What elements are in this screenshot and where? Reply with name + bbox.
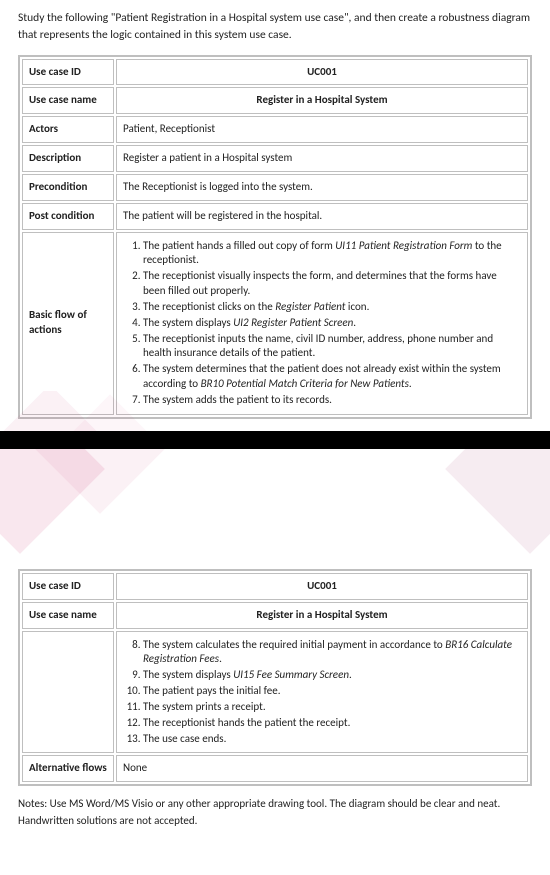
table-row: Alternative flows None bbox=[22, 755, 528, 782]
step-italic-term: UI15 Fee Summary Screen bbox=[233, 668, 349, 681]
table-row: Use case name Register in a Hospital Sys… bbox=[22, 602, 528, 629]
step-item: The receptionist hands the patient the r… bbox=[143, 716, 521, 731]
table-row: Use case ID UC001 bbox=[22, 59, 528, 86]
step-item: The receptionist visually inspects the f… bbox=[143, 269, 521, 299]
label-precondition: Precondition bbox=[22, 174, 114, 201]
page-1: Study the following "Patient Registratio… bbox=[0, 0, 550, 431]
label-usecase-name: Use case name bbox=[22, 87, 114, 114]
step-italic-term: UI11 Patient Registration Form bbox=[335, 239, 472, 252]
step-item: The system determines that the patient d… bbox=[143, 362, 521, 392]
table-row: Post condition The patient will be regis… bbox=[22, 203, 528, 230]
usecase-table-1: Use case ID UC001 Use case name Register… bbox=[18, 55, 532, 419]
step-item: The receptionist clicks on the Register … bbox=[143, 300, 521, 315]
value-description: Register a patient in a Hospital system bbox=[116, 145, 528, 172]
label-alt-flows: Alternative flows bbox=[22, 755, 114, 782]
steps-list-2: The system calculates the required initi… bbox=[123, 638, 521, 747]
label-basic-flow: Basic flow of actions bbox=[22, 232, 114, 415]
step-italic-term: BR10 Potential Match Criteria for New Pa… bbox=[201, 377, 409, 390]
value-postcondition: The patient will be registered in the ho… bbox=[116, 203, 528, 230]
page2-top-gap bbox=[0, 449, 550, 559]
table-row: Precondition The Receptionist is logged … bbox=[22, 174, 528, 201]
value-usecase-id: UC001 bbox=[116, 59, 528, 86]
label-usecase-id: Use case ID bbox=[22, 59, 114, 86]
page-2: Use case ID UC001 Use case name Register… bbox=[0, 559, 550, 841]
step-item: The patient hands a filled out copy of f… bbox=[143, 239, 521, 269]
page-divider bbox=[0, 431, 550, 449]
step-italic-term: UI2 Register Patient Screen bbox=[233, 316, 353, 329]
step-item: The system calculates the required initi… bbox=[143, 638, 521, 668]
value-alt-flows: None bbox=[116, 755, 528, 782]
value-precondition: The Receptionist is logged into the syst… bbox=[116, 174, 528, 201]
value-usecase-name: Register in a Hospital System bbox=[116, 87, 528, 114]
value-basic-flow: The patient hands a filled out copy of f… bbox=[116, 232, 528, 415]
label-basic-flow-cont bbox=[22, 631, 114, 754]
label-usecase-name-2: Use case name bbox=[22, 602, 114, 629]
label-description: Description bbox=[22, 145, 114, 172]
step-item: The receptionist inputs the name, civil … bbox=[143, 332, 521, 362]
step-item: The system prints a receipt. bbox=[143, 700, 521, 715]
label-usecase-id-2: Use case ID bbox=[22, 573, 114, 600]
table-row: The system calculates the required initi… bbox=[22, 631, 528, 754]
label-postcondition: Post condition bbox=[22, 203, 114, 230]
step-item: The use case ends. bbox=[143, 732, 521, 747]
step-item: The patient pays the initial fee. bbox=[143, 684, 521, 699]
value-actors: Patient, Receptionist bbox=[116, 116, 528, 143]
decorative-shapes bbox=[0, 391, 550, 431]
table-row: Actors Patient, Receptionist bbox=[22, 116, 528, 143]
notes-text: Notes: Use MS Word/MS Visio or any other… bbox=[18, 796, 532, 829]
label-actors: Actors bbox=[22, 116, 114, 143]
step-item: The system displays UI2 Register Patient… bbox=[143, 316, 521, 331]
steps-list-1: The patient hands a filled out copy of f… bbox=[123, 239, 521, 408]
table-row: Use case ID UC001 bbox=[22, 573, 528, 600]
step-italic-term: BR16 Calculate Registration Fees bbox=[143, 638, 512, 666]
value-usecase-name-2: Register in a Hospital System bbox=[116, 602, 528, 629]
value-usecase-id-2: UC001 bbox=[116, 573, 528, 600]
intro-text: Study the following "Patient Registratio… bbox=[18, 10, 532, 45]
value-basic-flow-cont: The system calculates the required initi… bbox=[116, 631, 528, 754]
table-row: Basic flow of actions The patient hands … bbox=[22, 232, 528, 415]
usecase-table-2: Use case ID UC001 Use case name Register… bbox=[18, 569, 532, 786]
step-italic-term: Register Patient bbox=[275, 300, 345, 313]
step-item: The system displays UI15 Fee Summary Scr… bbox=[143, 668, 521, 683]
table-row: Use case name Register in a Hospital Sys… bbox=[22, 87, 528, 114]
table-row: Description Register a patient in a Hosp… bbox=[22, 145, 528, 172]
